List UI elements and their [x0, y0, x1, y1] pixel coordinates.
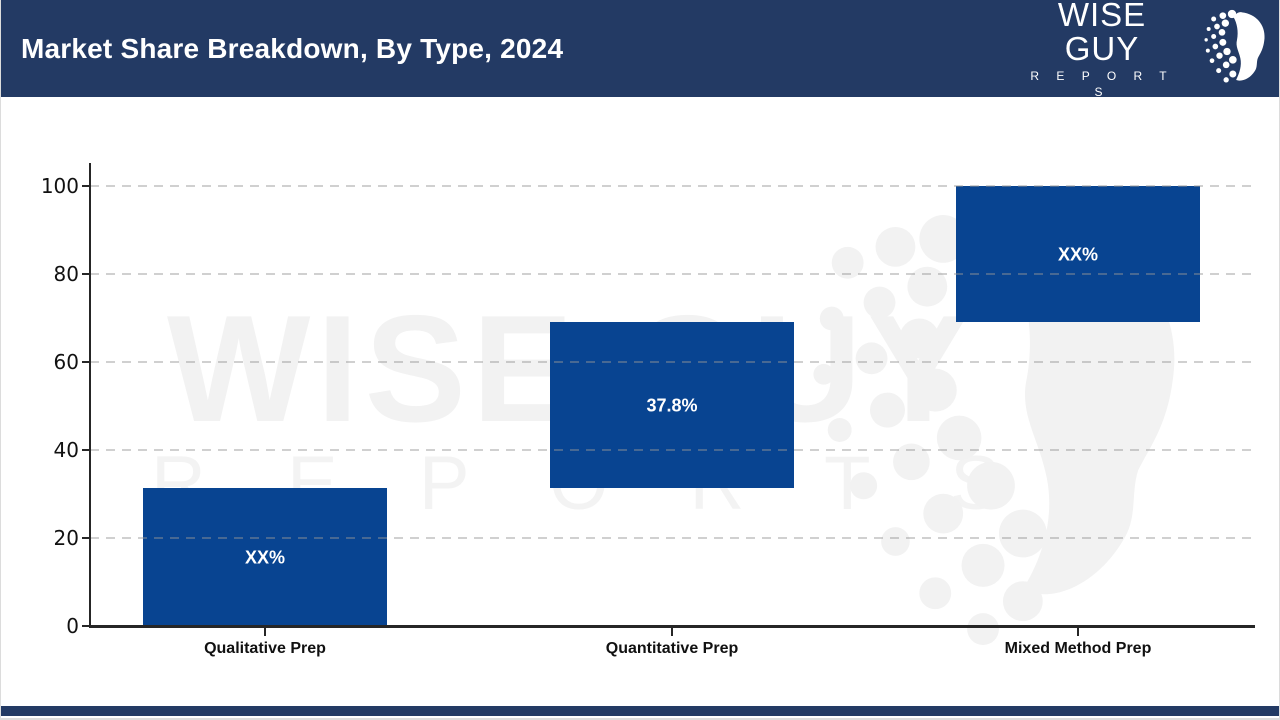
bar-value-label-mixed-method-prep: XX% [1057, 244, 1099, 265]
gridline-80 [90, 273, 1254, 275]
y-tick-label-0: 0 [66, 614, 79, 638]
x-category-label-qualitative-prep: Qualitative Prep [204, 640, 326, 657]
bar-quantitative-prep [550, 321, 794, 488]
x-category-label-mixed-method-prep: Mixed Method Prep [1004, 640, 1152, 657]
brand-face-icon [1204, 9, 1265, 83]
y-tick-40 [82, 449, 89, 451]
gridline-100 [90, 185, 1254, 187]
y-tick-label-80: 80 [53, 262, 79, 286]
x-tick-quantitative-prep [671, 628, 673, 636]
header-band: Market Share Breakdown, By Type, 2024 WI… [1, 0, 1279, 99]
brand-name: WISE GUY [1057, 0, 1147, 67]
bar-value-label-qualitative-prep: XX% [244, 547, 286, 568]
y-tick-60 [82, 361, 89, 363]
bottom-border [1, 718, 1279, 720]
x-tick-mixed-method-prep [1077, 628, 1079, 636]
x-category-label-quantitative-prep: Quantitative Prep [605, 640, 739, 657]
y-tick-label-60: 60 [53, 350, 79, 374]
bar-value-label-quantitative-prep: 37.8% [646, 395, 698, 416]
y-tick-label-20: 20 [53, 526, 79, 550]
gridline-20 [90, 537, 1254, 539]
y-tick-80 [82, 273, 89, 275]
brand-logo: WISE GUY R E P O R T S [1021, 0, 1269, 99]
footer-band [1, 706, 1279, 716]
y-tick-0 [82, 625, 89, 627]
y-tick-20 [82, 537, 89, 539]
chart-title: Market Share Breakdown, By Type, 2024 [21, 32, 564, 64]
x-tick-qualitative-prep [264, 628, 266, 636]
y-axis-spine [89, 163, 91, 627]
y-tick-label-40: 40 [53, 438, 79, 462]
gridline-40 [90, 449, 1254, 451]
brand-subtitle: R E P O R T S [1030, 69, 1174, 99]
bar-mixed-method-prep [956, 186, 1200, 322]
brand-logo-text: WISE GUY R E P O R T S [1021, 0, 1183, 100]
gridline-60 [90, 361, 1254, 363]
bar-qualitative-prep [143, 487, 387, 626]
y-tick-100 [82, 185, 89, 187]
x-axis-spine [89, 625, 1255, 628]
y-tick-label-100: 100 [40, 174, 79, 198]
